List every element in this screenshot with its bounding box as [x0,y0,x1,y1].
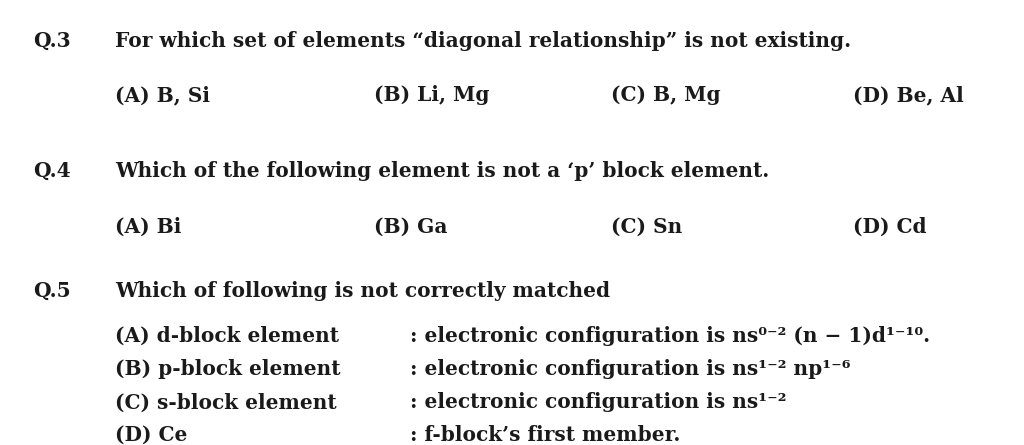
Text: (A) Bi: (A) Bi [115,217,181,237]
Text: (B) Ga: (B) Ga [374,217,447,237]
Text: Q.5: Q.5 [33,281,71,301]
Text: (C) s-block element: (C) s-block element [115,392,336,413]
Text: : electronic configuration is ns¹⁻²: : electronic configuration is ns¹⁻² [410,392,786,413]
Text: Q.4: Q.4 [33,161,71,181]
Text: (C) B, Mg: (C) B, Mg [611,85,721,105]
Text: : electronic configuration is ns¹⁻² np¹⁻⁶: : electronic configuration is ns¹⁻² np¹⁻… [410,359,850,379]
Text: Which of the following element is not a ‘p’ block element.: Which of the following element is not a … [115,161,769,181]
Text: : electronic configuration is ns⁰⁻² (n − 1)d¹⁻¹⁰.: : electronic configuration is ns⁰⁻² (n −… [410,326,930,346]
Text: (B) p-block element: (B) p-block element [115,359,340,379]
Text: (D) Be, Al: (D) Be, Al [853,85,964,105]
Text: (A) d-block element: (A) d-block element [115,326,339,346]
Text: Which of following is not correctly matched: Which of following is not correctly matc… [115,281,610,301]
Text: (D) Ce: (D) Ce [115,425,187,445]
Text: Q.3: Q.3 [33,31,71,51]
Text: (D) Cd: (D) Cd [853,217,927,237]
Text: (B) Li, Mg: (B) Li, Mg [374,85,489,105]
Text: (C) Sn: (C) Sn [611,217,683,237]
Text: : f-block’s first member.: : f-block’s first member. [410,425,680,445]
Text: (A) B, Si: (A) B, Si [115,85,210,105]
Text: For which set of elements “diagonal relationship” is not existing.: For which set of elements “diagonal rela… [115,31,851,51]
